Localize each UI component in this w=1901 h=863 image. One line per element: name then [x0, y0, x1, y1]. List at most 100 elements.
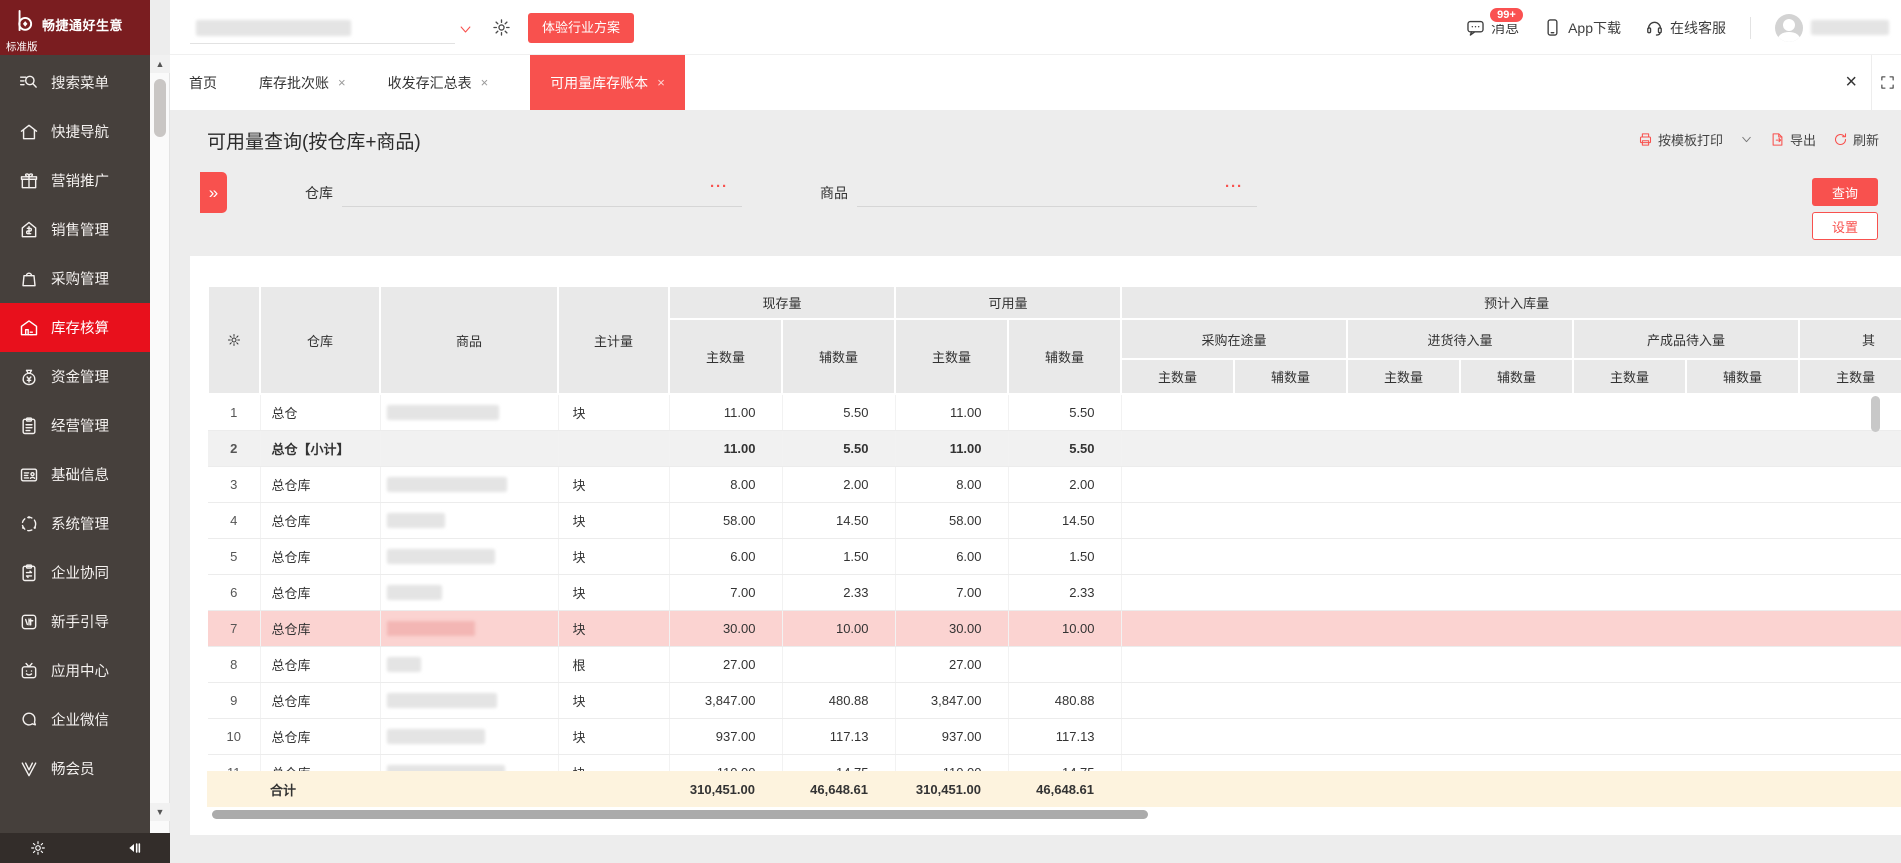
stock-main-cell: 58.00	[669, 502, 783, 539]
settings-gear-icon[interactable]	[30, 840, 46, 856]
sidebar-item-member[interactable]: 畅会员	[0, 744, 150, 793]
subtotal-row[interactable]: 2 总仓【小计】 11.00 5.50 11.00 5.50	[208, 430, 1901, 467]
empty-cells	[1121, 682, 1901, 719]
table-row[interactable]: 1 总仓 块 11.00 5.50 11.00 5.50	[208, 394, 1901, 431]
sidebar-item-inventory[interactable]: 库存核算	[0, 303, 150, 352]
col-qty-aux[interactable]: 辅数量	[1459, 358, 1575, 395]
online-service-button[interactable]: 在线客服	[1645, 18, 1726, 38]
table-row-clipped[interactable]: 11 总仓库 块 110.00 14.75 110.00 14.75	[208, 754, 1901, 771]
collapse-sidebar-icon[interactable]	[126, 840, 142, 856]
table-row[interactable]: 4 总仓库 块 58.00 14.50 58.00 14.50	[208, 502, 1901, 539]
phone-icon	[1547, 19, 1558, 36]
table-row[interactable]: 9 总仓库 块 3,847.00 480.88 3,847.00 480.88	[208, 682, 1901, 719]
tab-label: 可用量库存账本	[550, 74, 649, 91]
highlighted-row[interactable]: 7 总仓库 块 30.00 10.00 30.00 10.00	[208, 610, 1901, 647]
settings-button[interactable]: 设置	[1812, 212, 1878, 240]
col-qty-aux[interactable]: 辅数量	[1233, 358, 1349, 395]
sidebar-item-business[interactable]: 经营管理	[0, 401, 150, 450]
headset-icon	[1647, 21, 1662, 36]
col-unit[interactable]: 主计量	[557, 285, 670, 395]
stock-main-cell: 30.00	[669, 610, 783, 647]
app-download-button[interactable]: App下载	[1543, 18, 1621, 38]
sidebar-item-sales[interactable]: 销售管理	[0, 205, 150, 254]
tab-home[interactable]: 首页	[189, 55, 217, 110]
sidebar-item-label: 营销推广	[51, 174, 109, 190]
chevron-down-icon[interactable]	[1740, 133, 1753, 146]
table-row[interactable]: 6 总仓库 块 7.00 2.33 7.00 2.33	[208, 574, 1901, 611]
tab-close-icon[interactable]: ×	[657, 75, 665, 90]
table-row[interactable]: 10 总仓库 块 937.00 117.13 937.00 117.13	[208, 718, 1901, 755]
col-qty-main[interactable]: 主数量	[1572, 358, 1688, 395]
sidebar-item-funds[interactable]: 资金管理	[0, 352, 150, 401]
close-tab-icon[interactable]: ×	[1845, 71, 1857, 93]
sidebar-item-app-center[interactable]: 应用中心	[0, 646, 150, 695]
print-by-template-button[interactable]: 按模板打印	[1638, 130, 1723, 149]
tab-close-icon[interactable]: ×	[480, 75, 489, 90]
tab-available-ledger[interactable]: 可用量库存账本 ×	[530, 55, 685, 110]
tab-inout-summary[interactable]: 收发存汇总表 ×	[388, 55, 489, 110]
stock-main-cell: 937.00	[669, 718, 783, 755]
column-settings-gear[interactable]	[207, 285, 261, 395]
available-main-cell: 58.00	[895, 502, 1009, 539]
col-product[interactable]: 商品	[379, 285, 559, 395]
sidebar-item-marketing[interactable]: 营销推广	[0, 156, 150, 205]
gear-icon[interactable]	[492, 18, 511, 37]
main-area: 体验行业方案 消息 99+ App下载 在线客服	[170, 0, 1901, 863]
refresh-button[interactable]: 刷新	[1833, 130, 1879, 149]
table-row[interactable]: 5 总仓库 块 6.00 1.50 6.00 1.50	[208, 538, 1901, 575]
experience-plan-button[interactable]: 体验行业方案	[528, 13, 635, 43]
scroll-up-icon[interactable]: ▲	[150, 55, 170, 73]
scroll-down-icon[interactable]: ▼	[150, 803, 170, 821]
horizontal-scrollbar-thumb[interactable]	[212, 810, 1148, 819]
col-qty-aux[interactable]: 辅数量	[1685, 358, 1801, 395]
col-qty-main[interactable]: 主数量	[1798, 358, 1901, 395]
col-qty-main[interactable]: 主数量	[1346, 358, 1462, 395]
query-button[interactable]: 查询	[1812, 178, 1878, 206]
col-qty-main[interactable]: 主数量	[1120, 358, 1236, 395]
unit-cell: 块	[558, 754, 670, 771]
chevron-down-icon[interactable]	[458, 22, 473, 37]
table-row[interactable]: 8 总仓库 根 27.00 27.00	[208, 646, 1901, 683]
vertical-scrollbar-thumb[interactable]	[1871, 396, 1880, 432]
company-select-underline	[190, 43, 455, 44]
warehouse-picker-dots[interactable]: ···	[710, 178, 728, 195]
tab-expand-box[interactable]	[1871, 55, 1901, 110]
sidebar-item-search-menu[interactable]: 搜索菜单	[0, 58, 150, 107]
tab-close-icon[interactable]: ×	[338, 75, 346, 90]
col-available-aux[interactable]: 辅数量	[1007, 318, 1123, 395]
sidebar-item-quick-nav[interactable]: 快捷导航	[0, 107, 150, 156]
messages-button[interactable]: 消息 99+	[1466, 5, 1525, 38]
collab-clipboard-icon	[22, 563, 36, 581]
sidebar-scrollbar[interactable]: ▲ ▼	[150, 55, 170, 833]
warehouse-filter-input[interactable]	[342, 206, 742, 207]
user-account[interactable]	[1775, 13, 1889, 42]
col-warehouse[interactable]: 仓库	[259, 285, 381, 395]
product-filter-input[interactable]	[857, 206, 1257, 207]
sidebar-item-collaboration[interactable]: 企业协同	[0, 548, 150, 597]
total-available-main: 310,451.00	[894, 771, 1007, 807]
username-redacted	[1811, 20, 1889, 35]
col-available-main[interactable]: 主数量	[894, 318, 1010, 395]
expand-filter-button[interactable]: »	[200, 172, 227, 213]
sidebar-item-wecom[interactable]: 企业微信	[0, 695, 150, 744]
tab-inventory-batch[interactable]: 库存批次账 ×	[259, 55, 346, 110]
row-index: 8	[208, 646, 261, 683]
available-main-cell: 30.00	[895, 610, 1009, 647]
sidebar-scrollbar-thumb[interactable]	[154, 79, 166, 137]
product-picker-dots[interactable]: ···	[1225, 178, 1243, 195]
sidebar-item-basic-info[interactable]: 基础信息	[0, 450, 150, 499]
col-stock-aux[interactable]: 辅数量	[780, 318, 897, 395]
col-stock-main[interactable]: 主数量	[668, 318, 783, 395]
available-main-cell: 8.00	[895, 466, 1009, 503]
sidebar-item-purchase[interactable]: 采购管理	[0, 254, 150, 303]
available-aux-cell: 117.13	[1008, 718, 1122, 755]
export-button[interactable]: 导出	[1770, 130, 1816, 149]
sidebar-item-label: 经营管理	[51, 419, 109, 435]
empty-cells	[1121, 394, 1901, 431]
sidebar-item-label: 库存核算	[51, 321, 109, 337]
page-header: 可用量查询(按仓库+商品) 按模板打印 导出 刷新	[170, 110, 1901, 168]
table-row[interactable]: 3 总仓库 块 8.00 2.00 8.00 2.00	[208, 466, 1901, 503]
sidebar-item-system[interactable]: 系统管理	[0, 499, 150, 548]
sidebar-item-novice-guide[interactable]: 新手引导	[0, 597, 150, 646]
empty-cells	[1121, 754, 1901, 771]
